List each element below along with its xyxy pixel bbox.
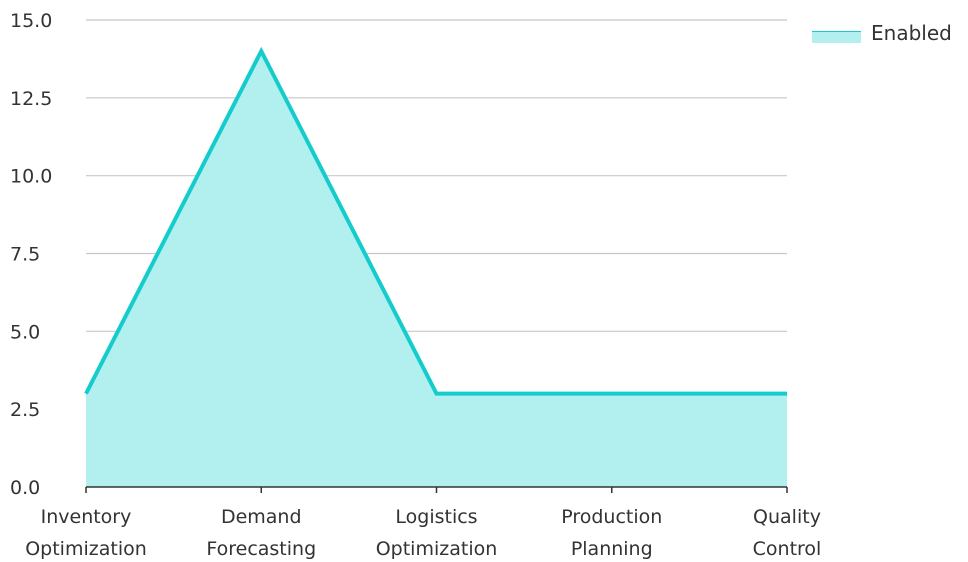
y-tick-label: 2.5 — [10, 399, 40, 421]
x-tick-label-line: Planning — [571, 538, 653, 560]
legend-swatch-fill — [812, 32, 861, 43]
x-tick-label: Demand Forecasting — [206, 506, 316, 560]
x-tick-label: Quality Control — [753, 506, 822, 560]
x-tick-label-line: Optimization — [376, 538, 498, 560]
y-tick-label: 15.0 — [10, 10, 52, 32]
area-layer — [84, 46, 788, 488]
x-tick-label-line: Control — [753, 538, 822, 560]
x-tick-label-line: Inventory — [41, 506, 132, 528]
y-axis-ticks: 0.0 2.5 5.0 7.5 10.0 12.5 15.0 — [10, 10, 52, 499]
x-tick-label: Production Planning — [561, 506, 662, 560]
y-tick-label: 12.5 — [10, 88, 52, 110]
y-tick-label: 0.0 — [10, 477, 40, 499]
y-tick-label: 5.0 — [10, 321, 40, 343]
x-tick-label: Inventory Optimization — [25, 506, 147, 560]
x-tick-label-line: Optimization — [25, 538, 147, 560]
x-tick-label-line: Quality — [753, 506, 821, 528]
legend: Enabled — [812, 21, 952, 45]
x-tick-label-line: Demand — [221, 506, 302, 528]
x-tick-label-line: Production — [561, 506, 662, 528]
series-area-enabled — [86, 51, 787, 488]
x-tick-label-line: Logistics — [395, 506, 477, 528]
x-tick-label-line: Forecasting — [206, 538, 316, 560]
y-tick-label: 10.0 — [10, 166, 52, 188]
x-axis-ticks: Inventory Optimization Demand Forecasting Lo… — [25, 487, 821, 560]
y-tick-label: 7.5 — [10, 244, 40, 266]
legend-label: Enabled — [871, 21, 952, 45]
x-tick-label: Logistics Optimization — [376, 506, 498, 560]
